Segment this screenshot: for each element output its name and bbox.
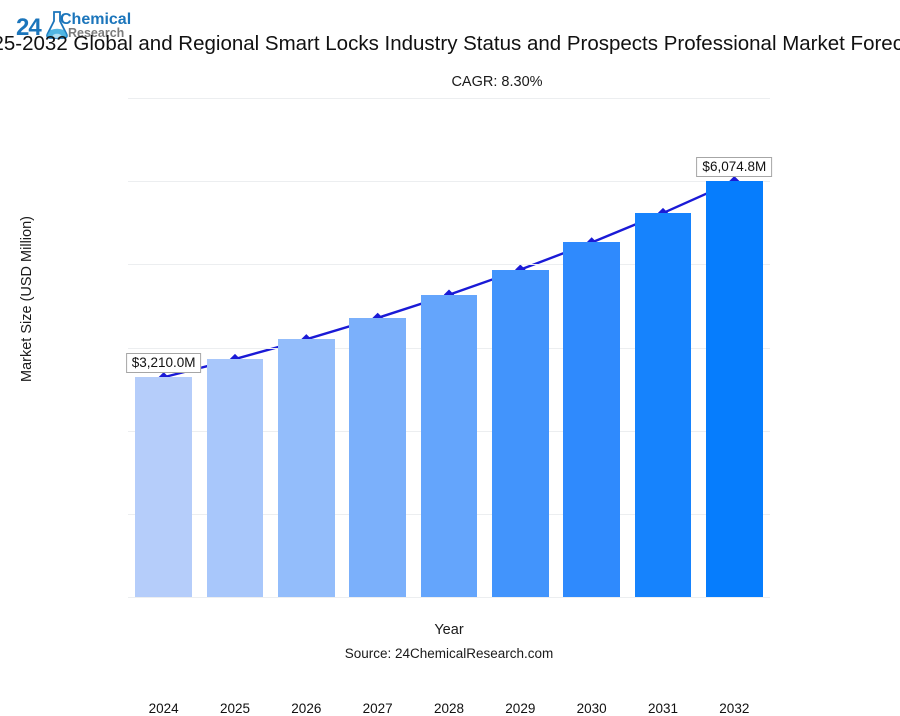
x-axis-tick-label: 2028 (433, 701, 465, 716)
chart-container: 24 Chemical Research 2025-2032 Global an… (0, 8, 900, 716)
source-note: Source: 24ChemicalResearch.com (344, 646, 554, 661)
logo-text-chemical: Chemical (60, 11, 132, 28)
x-axis-tick-label: 2026 (291, 701, 322, 716)
cagr-annotation: CAGR: 8.30% (451, 74, 543, 90)
bar[interactable] (706, 181, 763, 597)
gridline (128, 264, 770, 266)
data-point-label: $3,210.0M (125, 353, 202, 374)
logo-text-research: Research (68, 26, 125, 40)
x-axis-tick-label: 2029 (505, 701, 536, 716)
bar[interactable] (420, 294, 478, 597)
gridline (128, 597, 770, 598)
x-axis-title: Year (434, 622, 464, 638)
bar[interactable] (492, 269, 549, 597)
y-axis-title: Market Size (USD Million) (19, 216, 35, 382)
gridline (128, 181, 770, 183)
brand-logo: 24 Chemical Research (16, 8, 131, 47)
gridline (128, 98, 770, 99)
x-axis-tick-label: 2030 (576, 701, 607, 716)
logo-number: 24 (16, 14, 42, 41)
bar[interactable] (563, 242, 620, 597)
x-axis-tick-label: 2027 (362, 701, 393, 716)
bar[interactable] (206, 359, 264, 597)
chart-title: 2025-2032 Global and Regional Smart Lock… (0, 32, 900, 55)
bar[interactable] (278, 339, 335, 597)
bar[interactable] (634, 213, 692, 597)
plot-area: $0.0M$1,215.0M$2,429.9M$3,644.9M$4,859.8… (125, 98, 773, 716)
x-axis-tick-label: 2031 (647, 701, 679, 716)
flask-icon (45, 10, 71, 47)
data-point-label: $6,074.8M (696, 157, 773, 178)
bar[interactable] (349, 317, 406, 597)
x-axis-tick-label: 2025 (219, 701, 251, 716)
bar[interactable] (135, 377, 192, 597)
x-axis-tick-label: 2024 (148, 701, 179, 716)
x-axis-tick-label: 2032 (719, 701, 750, 716)
